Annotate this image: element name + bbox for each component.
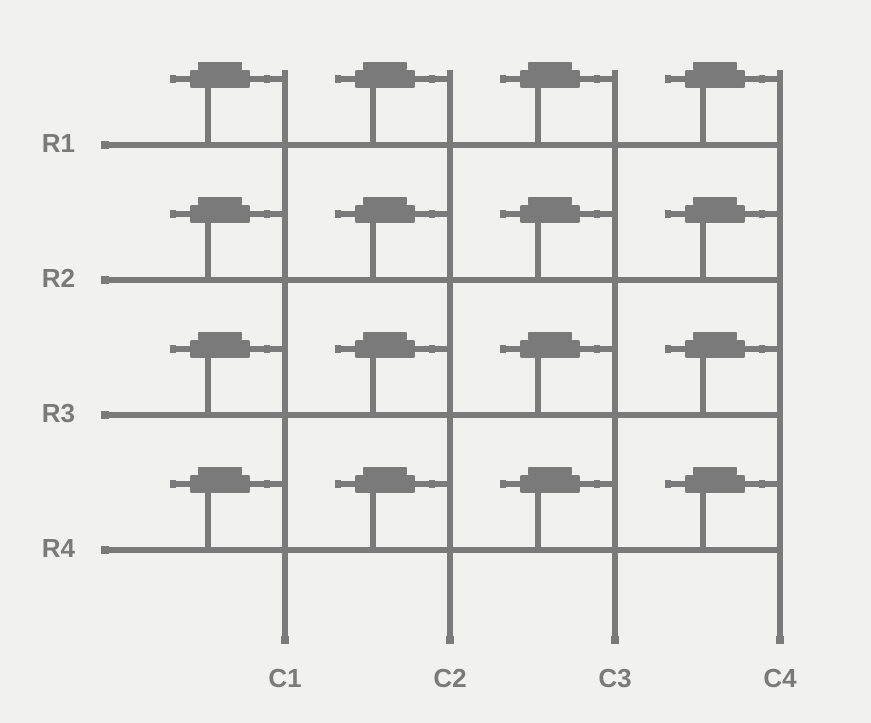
switch-r3-c4 [665,332,780,415]
row-label-r2: R2 [42,263,75,293]
col-label-c1: C1 [268,663,301,693]
switch-r3-c2 [335,332,450,415]
switch-r1-c4 [665,62,780,145]
switch-r4-c1 [170,467,285,550]
switch-r1-c2 [335,62,450,145]
col-label-c4: C4 [763,663,797,693]
switch-r4-c4 [665,467,780,550]
switch-r4-c2 [335,467,450,550]
row-label-r4: R4 [42,533,76,563]
switch-r4-c3 [500,467,615,550]
col-label-c3: C3 [598,663,631,693]
switch-r3-c1 [170,332,285,415]
switch-r1-c1 [170,62,285,145]
switch-r2-c3 [500,197,615,280]
switch-r1-c3 [500,62,615,145]
switch-r2-c2 [335,197,450,280]
col-label-c2: C2 [433,663,466,693]
switch-r2-c4 [665,197,780,280]
switch-r2-c1 [170,197,285,280]
row-label-r3: R3 [42,398,75,428]
switch-r3-c3 [500,332,615,415]
row-label-r1: R1 [42,128,75,158]
